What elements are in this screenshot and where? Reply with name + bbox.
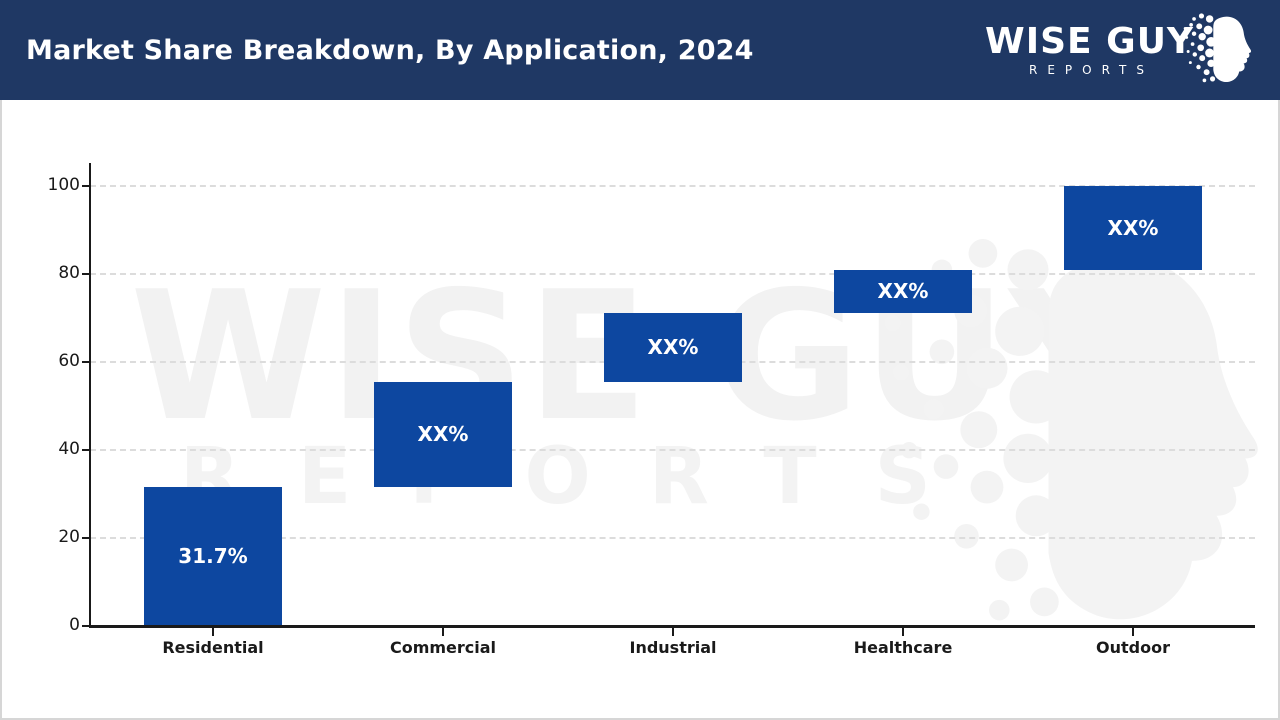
- x-tick-mark-3: [902, 628, 904, 636]
- y-axis-line: [89, 163, 91, 628]
- y-tick-mark-80: [82, 273, 90, 275]
- y-tick-mark-40: [82, 449, 90, 451]
- waterfall-chart: 0 20 40 60 80 100 31.7% Residential XX% Commercia…: [2, 100, 1278, 718]
- bar-value-label: XX%: [417, 422, 469, 447]
- y-tick-mark-0: [82, 625, 90, 627]
- y-tick-label-80: 80: [58, 263, 80, 283]
- gridline-100: [90, 185, 1255, 187]
- wiseguy-logo: WISE GUY REPORTS: [985, 9, 1254, 91]
- x-tick-mark-0: [212, 628, 214, 636]
- gridline-80: [90, 273, 1255, 275]
- wiseguy-face-icon: [1183, 13, 1252, 83]
- page-title: Market Share Breakdown, By Application, …: [26, 34, 754, 66]
- logo-reports-text: REPORTS: [1028, 62, 1154, 77]
- category-label-healthcare: Healthcare: [853, 638, 953, 657]
- y-tick-mark-100: [82, 185, 90, 187]
- bar-value-label: XX%: [647, 335, 699, 360]
- chart-content-area: WISE GUY REPORTS 0 20 40 60 80 100 31.7% Reside…: [0, 100, 1280, 720]
- category-label-industrial: Industrial: [629, 638, 717, 657]
- x-tick-mark-2: [672, 628, 674, 636]
- y-tick-mark-20: [82, 537, 90, 539]
- x-axis-line: [89, 625, 1255, 628]
- bar-industrial: XX%: [604, 312, 742, 382]
- gridline-20: [90, 537, 1255, 539]
- gridline-40: [90, 449, 1255, 451]
- header-bar: Market Share Breakdown, By Application, …: [0, 0, 1280, 100]
- y-tick-label-40: 40: [58, 439, 80, 459]
- bar-value-label: XX%: [877, 279, 929, 304]
- bar-value-label: 31.7%: [178, 544, 248, 569]
- y-tick-label-100: 100: [47, 175, 80, 195]
- y-tick-mark-60: [82, 361, 90, 363]
- x-tick-mark-4: [1132, 628, 1134, 636]
- logo-wise-guy-text: WISE GUY: [984, 21, 1194, 63]
- bar-outdoor: XX%: [1064, 186, 1202, 270]
- category-label-outdoor: Outdoor: [1096, 638, 1170, 657]
- category-label-commercial: Commercial: [389, 638, 497, 657]
- bar-commercial: XX%: [374, 381, 512, 487]
- watermark-reports-text: REPORTS: [180, 432, 989, 522]
- bar-healthcare: XX%: [834, 269, 972, 313]
- y-tick-label-0: 0: [69, 615, 80, 635]
- y-tick-label-60: 60: [58, 351, 80, 371]
- x-tick-mark-1: [442, 628, 444, 636]
- category-label-residential: Residential: [162, 638, 264, 657]
- bar-value-label: XX%: [1107, 215, 1159, 240]
- bar-residential: 31.7%: [144, 486, 282, 626]
- wiseguy-logo-text: WISE GUY REPORTS: [985, 23, 1194, 77]
- y-tick-label-20: 20: [58, 527, 80, 547]
